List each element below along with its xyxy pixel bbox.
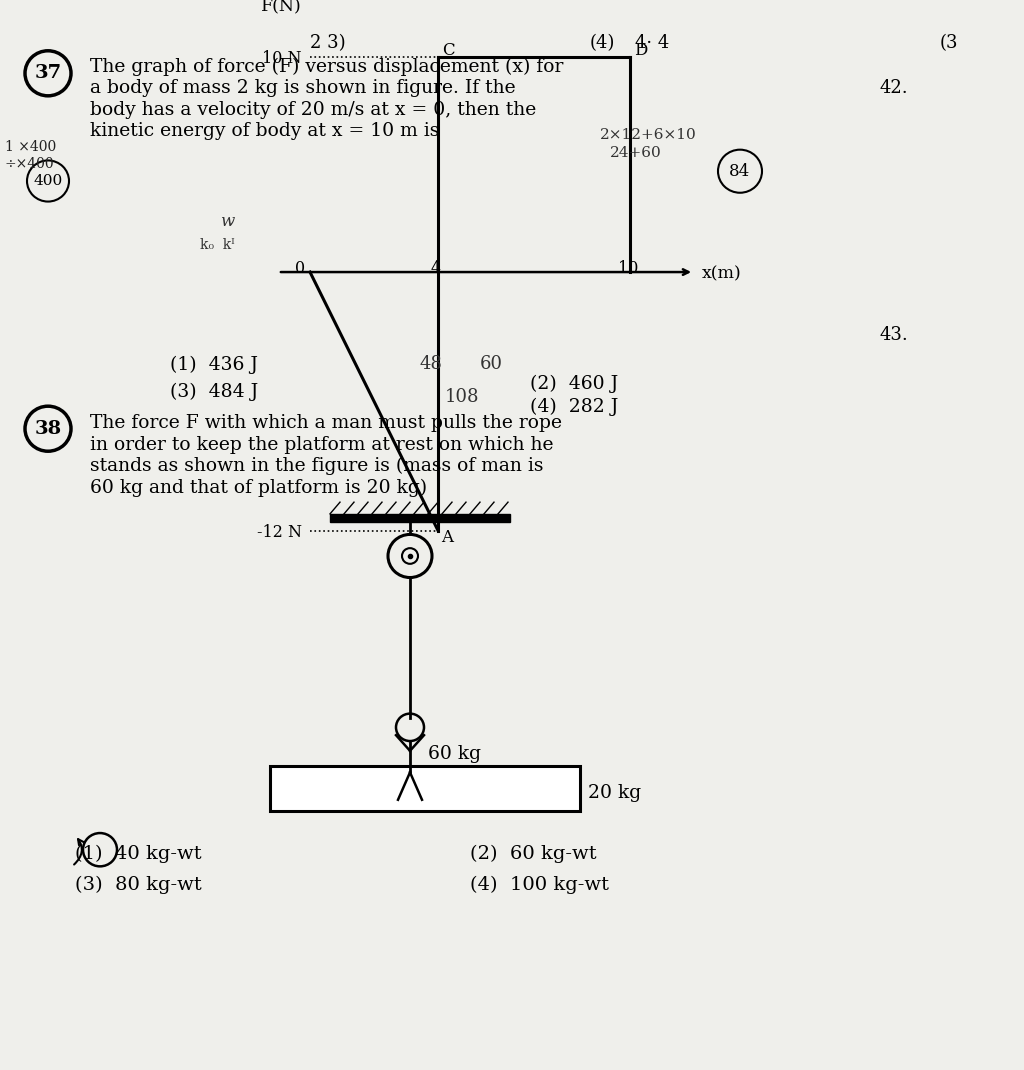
Text: k₀  kᴵ: k₀ kᴵ [200, 238, 234, 251]
Text: (1)  40 kg-wt: (1) 40 kg-wt [75, 845, 202, 863]
Text: 60: 60 [480, 355, 503, 373]
Text: (2)  460 J: (2) 460 J [530, 374, 618, 393]
Text: 0: 0 [295, 260, 305, 277]
Text: D: D [634, 42, 647, 59]
Text: 2 3): 2 3) [310, 34, 346, 52]
Text: (3)  484 J: (3) 484 J [170, 383, 258, 401]
Text: x(m): x(m) [702, 265, 741, 282]
Text: 4: 4 [431, 260, 441, 277]
Text: 10 N: 10 N [262, 50, 302, 67]
Text: in order to keep the platform at rest on which he: in order to keep the platform at rest on… [90, 435, 554, 454]
Text: kinetic energy of body at x = 10 m is: kinetic energy of body at x = 10 m is [90, 122, 439, 140]
Text: The force F with which a man must pulls the rope: The force F with which a man must pulls … [90, 414, 562, 432]
Text: a body of mass 2 kg is shown in figure. If the: a body of mass 2 kg is shown in figure. … [90, 79, 516, 97]
Text: 60 kg and that of platform is 20 kg): 60 kg and that of platform is 20 kg) [90, 478, 427, 496]
Text: A: A [441, 529, 453, 546]
Text: (2)  60 kg-wt: (2) 60 kg-wt [470, 845, 597, 863]
Text: body has a velocity of 20 m/s at x = 0, then the: body has a velocity of 20 m/s at x = 0, … [90, 101, 537, 119]
Text: 2×12+6×10: 2×12+6×10 [600, 128, 696, 142]
Text: C: C [442, 42, 455, 59]
Text: 20 kg: 20 kg [588, 784, 641, 801]
Text: (3: (3 [940, 34, 958, 52]
Text: (4): (4) [590, 34, 615, 52]
Text: (4)  282 J: (4) 282 J [530, 397, 618, 415]
Text: F(N): F(N) [261, 0, 302, 16]
Text: 1 ×400: 1 ×400 [5, 140, 56, 154]
Text: 48: 48 [420, 355, 442, 373]
Text: -12 N: -12 N [257, 524, 302, 541]
Text: 400: 400 [34, 174, 62, 188]
Text: 43.: 43. [880, 326, 908, 343]
Text: 4· 4: 4· 4 [635, 34, 670, 52]
Text: w: w [220, 213, 234, 230]
Bar [270, 766, 580, 811]
Text: 24+60: 24+60 [610, 146, 662, 159]
Text: The graph of force (F) versus displacement (x) for: The graph of force (F) versus displaceme… [90, 58, 563, 76]
Bar [330, 514, 510, 522]
Text: 38: 38 [35, 419, 61, 438]
Text: (4)  100 kg-wt: (4) 100 kg-wt [470, 876, 609, 895]
Text: 37: 37 [35, 64, 61, 82]
Text: (3)  80 kg-wt: (3) 80 kg-wt [75, 876, 202, 895]
Text: ÷×400: ÷×400 [5, 156, 54, 170]
Text: 84: 84 [729, 163, 751, 180]
Text: 60 kg: 60 kg [428, 745, 481, 763]
Text: stands as shown in the figure is (mass of man is: stands as shown in the figure is (mass o… [90, 457, 544, 475]
Text: 108: 108 [445, 387, 479, 406]
Text: 10: 10 [617, 260, 638, 277]
Text: 42.: 42. [880, 79, 908, 97]
Text: (1)  436 J: (1) 436 J [170, 355, 258, 373]
